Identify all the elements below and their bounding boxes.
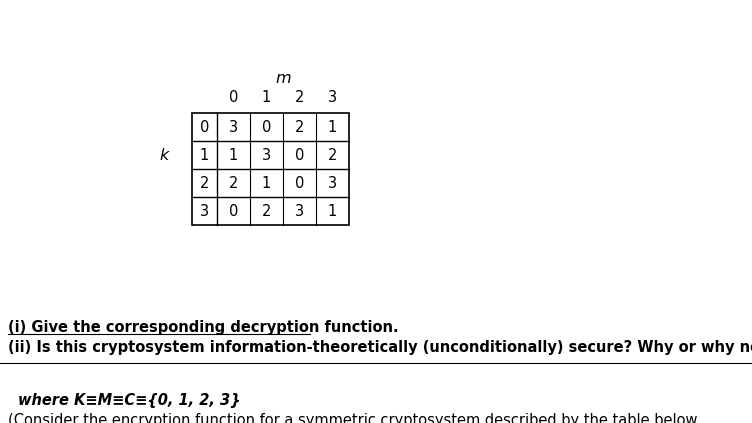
Text: 3: 3 — [200, 203, 209, 219]
Text: 3: 3 — [262, 148, 271, 162]
Text: 1: 1 — [328, 203, 337, 219]
Text: 0: 0 — [295, 176, 305, 190]
Text: 3: 3 — [328, 90, 337, 104]
Text: (ii) Is this cryptosystem information-theoretically (unconditionally) secure? Wh: (ii) Is this cryptosystem information-th… — [8, 340, 752, 355]
Text: 3: 3 — [328, 176, 337, 190]
Text: 0: 0 — [200, 120, 209, 135]
Bar — [192, 113, 349, 225]
Text: 1: 1 — [328, 120, 337, 135]
Text: 2: 2 — [262, 203, 271, 219]
Text: (Consider the encryption function for a symmetric cryptosystem described by the : (Consider the encryption function for a … — [8, 413, 702, 423]
Text: 2: 2 — [295, 90, 305, 104]
Text: 1: 1 — [262, 90, 271, 104]
Text: 0: 0 — [262, 120, 271, 135]
Text: 2: 2 — [229, 176, 238, 190]
Text: 1: 1 — [200, 148, 209, 162]
Text: 0: 0 — [229, 203, 238, 219]
Text: 0: 0 — [229, 90, 238, 104]
Text: where K≡M≡C≡{0, 1, 2, 3}: where K≡M≡C≡{0, 1, 2, 3} — [18, 393, 241, 408]
Text: 1: 1 — [262, 176, 271, 190]
Text: 1: 1 — [229, 148, 238, 162]
Text: (i) Give the corresponding decryption function.: (i) Give the corresponding decryption fu… — [8, 320, 399, 335]
Text: 2: 2 — [328, 148, 337, 162]
Text: m: m — [275, 71, 291, 85]
Text: 0: 0 — [295, 148, 305, 162]
Text: 3: 3 — [295, 203, 304, 219]
Text: k: k — [159, 148, 168, 162]
Text: 3: 3 — [229, 120, 238, 135]
Text: 2: 2 — [200, 176, 209, 190]
Text: 2: 2 — [295, 120, 305, 135]
